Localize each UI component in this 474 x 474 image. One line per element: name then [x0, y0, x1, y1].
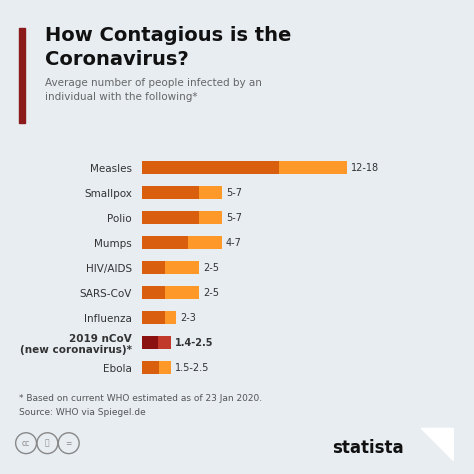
Bar [142, 361, 159, 374]
Bar [165, 261, 199, 274]
Text: statista: statista [332, 439, 403, 457]
Text: 1.5-2.5: 1.5-2.5 [174, 363, 209, 373]
Bar [165, 286, 199, 299]
Polygon shape [421, 428, 453, 460]
Bar [142, 162, 279, 174]
Text: 1.4-2.5: 1.4-2.5 [174, 338, 213, 348]
Bar [159, 361, 171, 374]
Text: 2-5: 2-5 [203, 288, 219, 298]
Text: Coronavirus?: Coronavirus? [45, 50, 189, 69]
Bar [188, 237, 222, 249]
Text: cc: cc [22, 439, 30, 447]
Text: How Contagious is the: How Contagious is the [45, 26, 292, 45]
Text: Average number of people infected by an
individual with the following*: Average number of people infected by an … [45, 78, 262, 102]
Bar [199, 186, 222, 200]
Bar [142, 311, 165, 324]
Bar [199, 211, 222, 224]
Bar [142, 211, 199, 224]
Bar [279, 162, 347, 174]
Bar [158, 336, 171, 349]
Text: 2-5: 2-5 [203, 263, 219, 273]
Bar [142, 186, 199, 200]
Text: 12-18: 12-18 [351, 163, 379, 173]
Text: 5-7: 5-7 [226, 188, 242, 198]
Text: * Based on current WHO estimated as of 23 Jan 2020.: * Based on current WHO estimated as of 2… [19, 393, 262, 402]
Bar [142, 286, 165, 299]
Text: Source: WHO via Spiegel.de: Source: WHO via Spiegel.de [19, 408, 146, 417]
Text: ⓘ: ⓘ [45, 439, 50, 447]
Text: 5-7: 5-7 [226, 213, 242, 223]
Text: 2-3: 2-3 [180, 313, 196, 323]
Bar [142, 261, 165, 274]
Text: 4-7: 4-7 [226, 238, 242, 248]
Bar [142, 336, 158, 349]
Text: =: = [65, 439, 72, 447]
Bar [142, 237, 188, 249]
Bar [165, 311, 176, 324]
